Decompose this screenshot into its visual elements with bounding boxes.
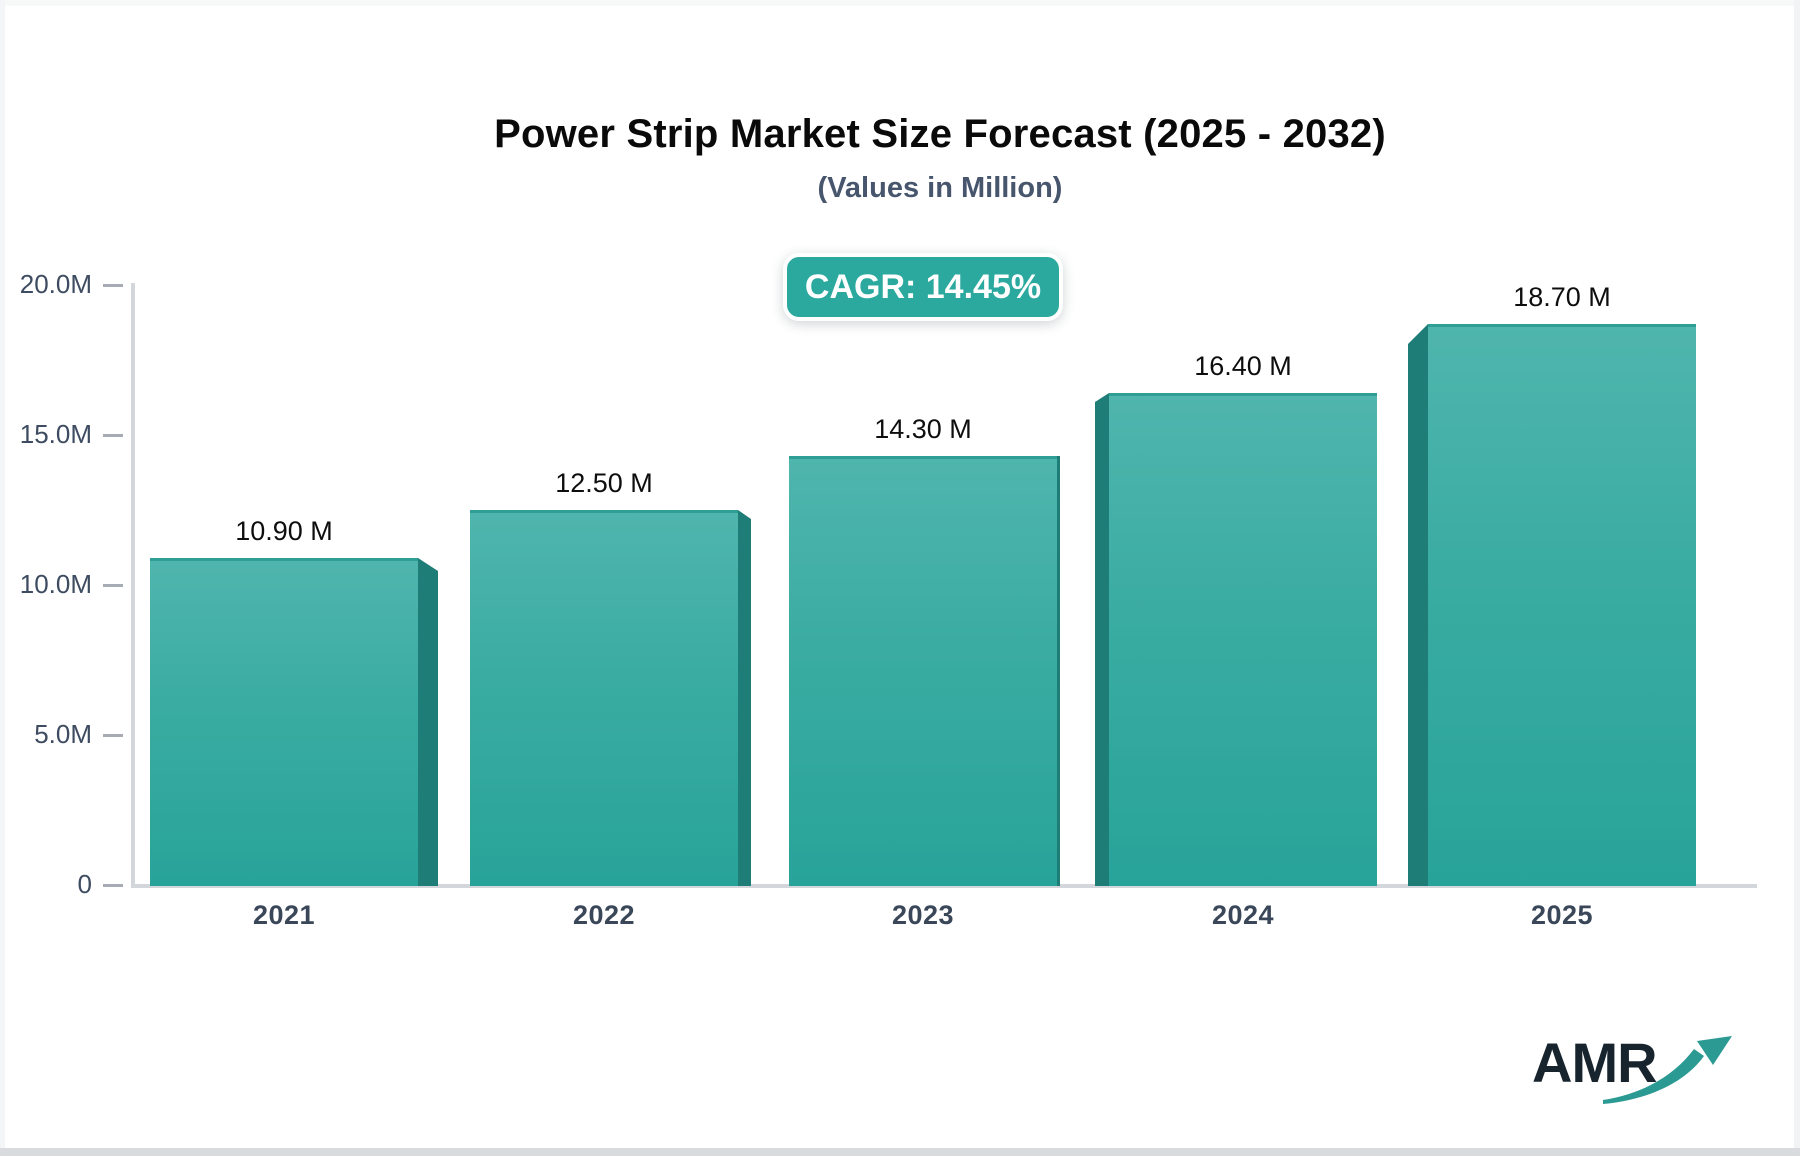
x-axis-label: 2023 (891, 900, 955, 930)
amr-logo: AMR (1532, 1030, 1742, 1116)
bar-value-label: 14.30 M (874, 414, 972, 444)
amr-logo-text: AMR (1532, 1031, 1658, 1094)
y-axis-tick-mark (103, 284, 123, 287)
bar-side-face-2025 (1408, 324, 1428, 886)
x-axis-label: 2021 (252, 900, 316, 930)
y-axis-tick-mark (103, 434, 123, 437)
cagr-badge: CAGR: 14.45% (783, 253, 1063, 321)
y-axis-tick-label: 20.0M (19, 269, 92, 299)
y-axis-tick-mark (103, 584, 123, 587)
bar-value-label: 16.40 M (1194, 351, 1292, 381)
bar-2025 (1428, 324, 1696, 886)
bar-side-face-2023 (1057, 456, 1060, 886)
page-edge-bottom (0, 1148, 1800, 1156)
page-edge-top (0, 0, 1800, 6)
bar-side-face-2021 (418, 558, 438, 886)
bar-2022 (470, 510, 738, 886)
bar-value-label: 12.50 M (555, 468, 653, 498)
bar-2023 (789, 456, 1057, 886)
x-axis-label: 2022 (572, 900, 636, 930)
y-axis-tick-label: 10.0M (19, 569, 92, 599)
y-axis-line (131, 283, 135, 888)
page-edge-right (1794, 0, 1800, 1156)
x-axis-label: 2025 (1530, 900, 1594, 930)
bar-value-label: 18.70 M (1513, 282, 1611, 312)
chart-title: Power Strip Market Size Forecast (2025 -… (494, 112, 1386, 156)
bar-2021 (150, 558, 418, 886)
y-axis-tick-label: 5.0M (34, 719, 92, 749)
y-axis-tick-mark (103, 884, 123, 887)
x-axis-label: 2024 (1211, 900, 1275, 930)
bar-value-label: 10.90 M (235, 516, 333, 546)
y-axis-tick-label: 15.0M (19, 419, 92, 449)
y-axis-tick-label: 0 (77, 869, 92, 899)
bar-side-face-2022 (738, 510, 751, 886)
growth-arrow-icon (1603, 1036, 1732, 1104)
y-axis-tick-mark (103, 734, 123, 737)
x-axis-line (131, 884, 1757, 888)
bar-side-face-2024 (1095, 393, 1109, 886)
bar-2024 (1109, 393, 1377, 886)
chart-subtitle: (Values in Million) (817, 172, 1063, 204)
page-edge-left (0, 0, 5, 1156)
